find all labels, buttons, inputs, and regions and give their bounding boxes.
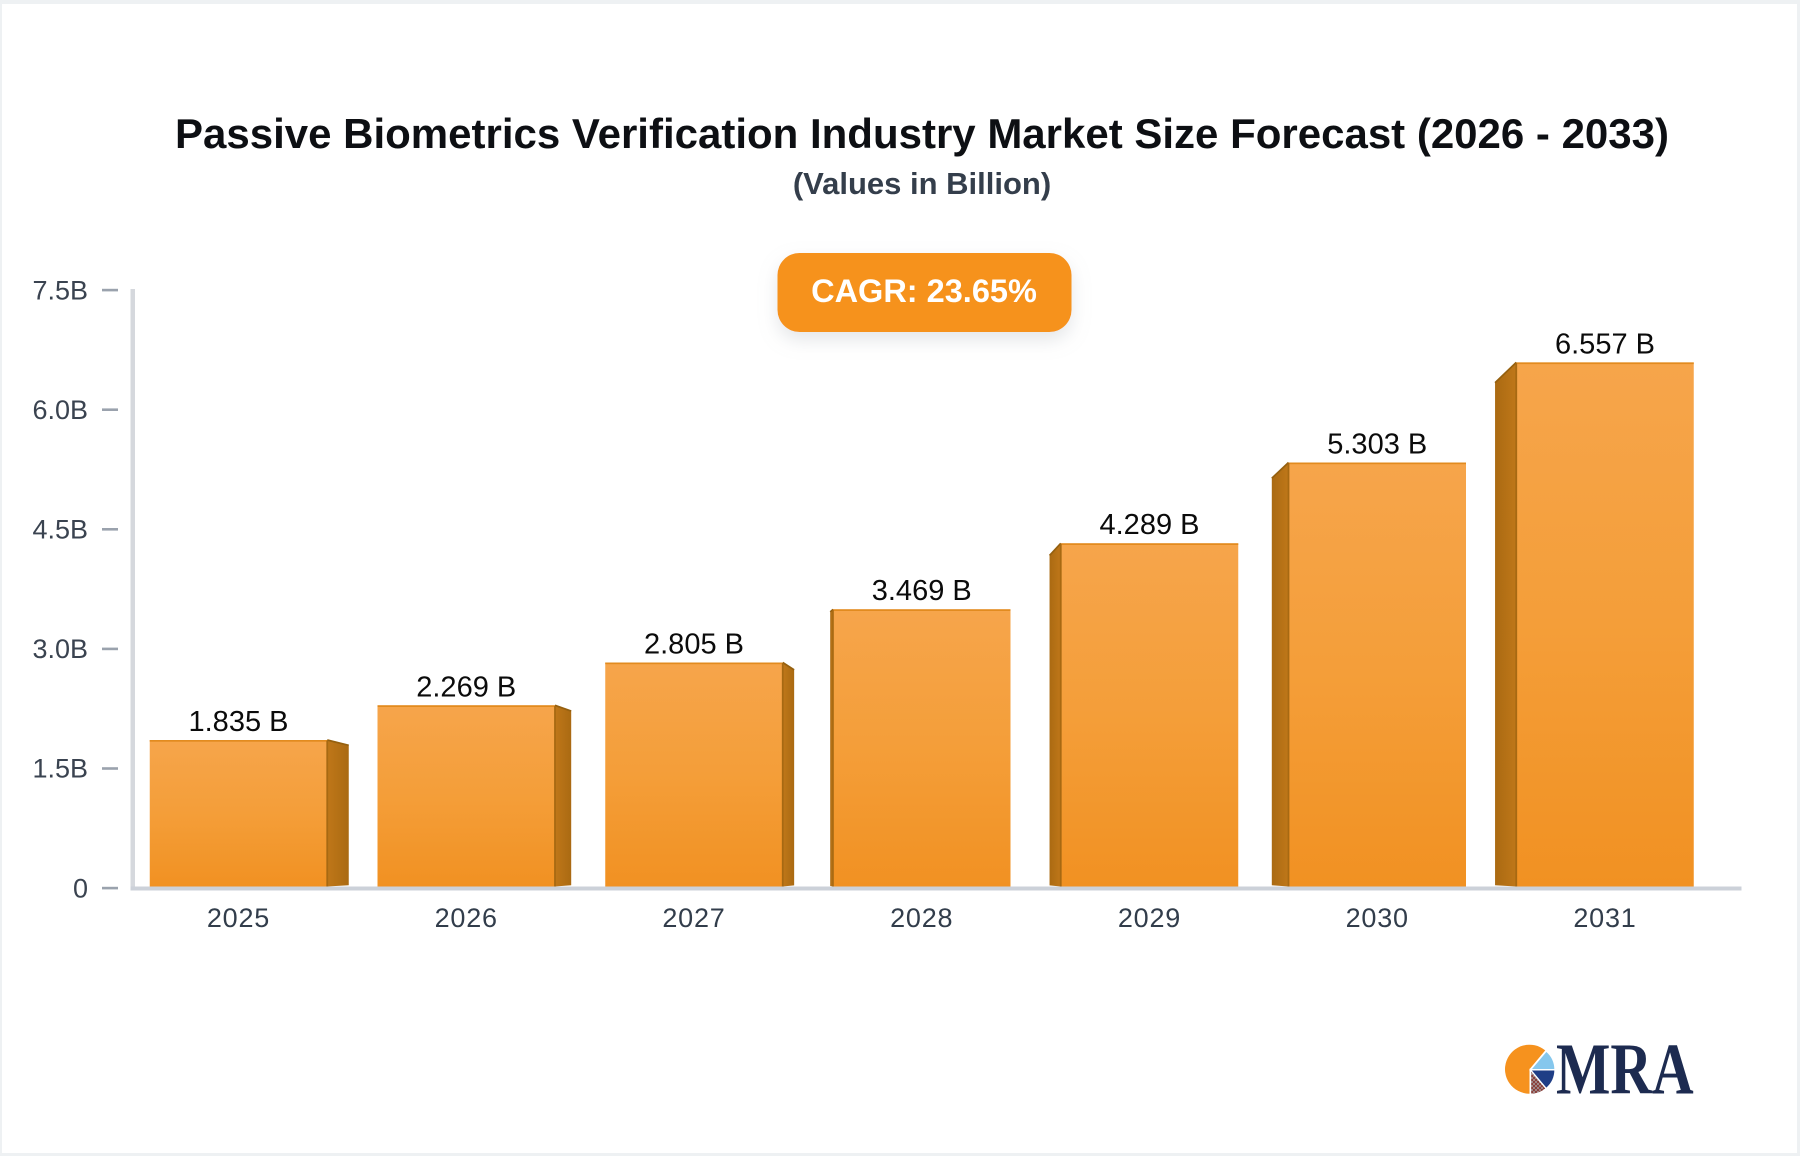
svg-text:1.5B: 1.5B	[32, 754, 88, 784]
svg-text:CAGR: 23.65%: CAGR: 23.65%	[811, 273, 1037, 309]
svg-text:0: 0	[73, 873, 88, 903]
svg-text:Passive Biometrics Verificatio: Passive Biometrics Verification Industry…	[175, 110, 1669, 157]
svg-text:(Values in Billion): (Values in Billion)	[793, 166, 1051, 201]
svg-text:2028: 2028	[890, 903, 953, 933]
svg-text:2027: 2027	[662, 903, 725, 933]
svg-text:MRA: MRA	[1556, 1029, 1694, 1110]
svg-text:4.5B: 4.5B	[32, 515, 88, 545]
svg-text:2031: 2031	[1573, 903, 1636, 933]
svg-text:3.469 B: 3.469 B	[872, 575, 972, 607]
svg-text:6.557 B: 6.557 B	[1555, 329, 1655, 361]
svg-text:2026: 2026	[435, 903, 498, 933]
svg-text:4.289 B: 4.289 B	[1100, 509, 1200, 541]
svg-text:3.0B: 3.0B	[32, 634, 88, 664]
svg-text:5.303 B: 5.303 B	[1327, 429, 1427, 461]
svg-text:2.805 B: 2.805 B	[644, 629, 744, 661]
svg-text:2029: 2029	[1118, 903, 1181, 933]
svg-text:2030: 2030	[1346, 903, 1409, 933]
svg-text:6.0B: 6.0B	[32, 395, 88, 425]
svg-text:2.269 B: 2.269 B	[416, 672, 516, 704]
svg-text:1.835 B: 1.835 B	[189, 706, 289, 738]
svg-text:7.5B: 7.5B	[32, 275, 88, 305]
svg-text:2025: 2025	[207, 903, 270, 933]
